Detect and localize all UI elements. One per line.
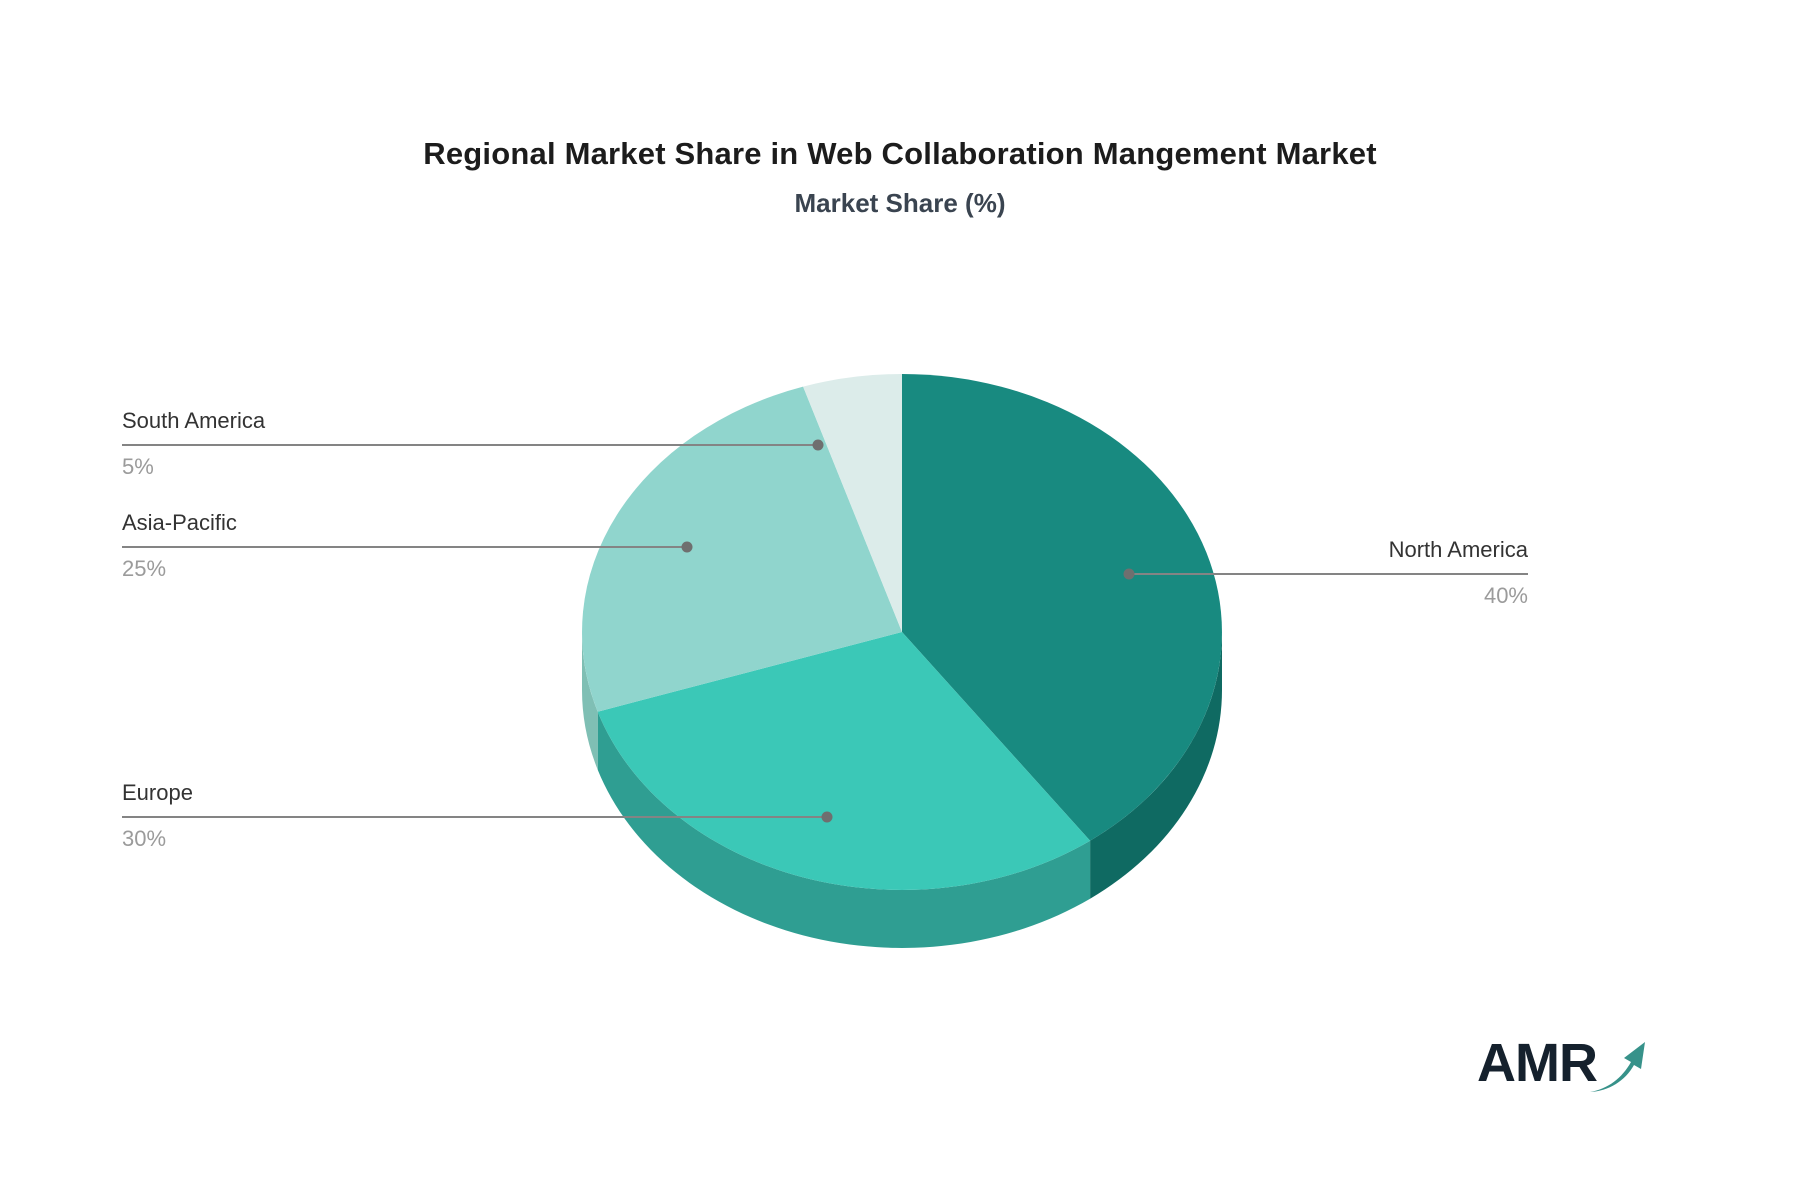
leader-dot-north-america <box>1123 568 1135 580</box>
leader-dot-asia-pacific <box>681 541 693 553</box>
slice-value-south-america: 5% <box>122 454 154 479</box>
slice-value-asia-pacific: 25% <box>122 556 167 581</box>
leader-dot-europe <box>821 811 833 823</box>
slice-value-north-america: 40% <box>1483 583 1528 608</box>
pie-slice-side-north-america <box>1090 632 1222 899</box>
amr-logo-text: AMR <box>1477 1033 1598 1093</box>
slice-label-asia-pacific: Asia-Pacific <box>122 510 237 535</box>
chart-subtitle: Market Share (%) <box>794 188 1006 218</box>
pie-slice-south-america[interactable] <box>803 373 902 632</box>
pie-slice-europe[interactable] <box>597 632 1091 890</box>
pie-slice-north-america[interactable] <box>902 374 1222 841</box>
slice-value-europe: 30% <box>122 826 167 851</box>
amr-logo-arrow-icon <box>1589 1042 1645 1092</box>
chart-title: Regional Market Share in Web Collaborati… <box>423 136 1377 171</box>
amr-logo: AMR <box>1477 1036 1645 1096</box>
leader-dot-south-america <box>812 439 824 451</box>
slice-label-europe: Europe <box>122 780 193 805</box>
pie-slice-side-asia-pacific <box>582 632 598 770</box>
slice-label-north-america: North America <box>1388 537 1528 562</box>
pie-slice-asia-pacific[interactable] <box>582 386 902 712</box>
pie-slice-side-europe <box>597 711 1091 948</box>
slice-label-south-america: South America <box>122 408 266 433</box>
